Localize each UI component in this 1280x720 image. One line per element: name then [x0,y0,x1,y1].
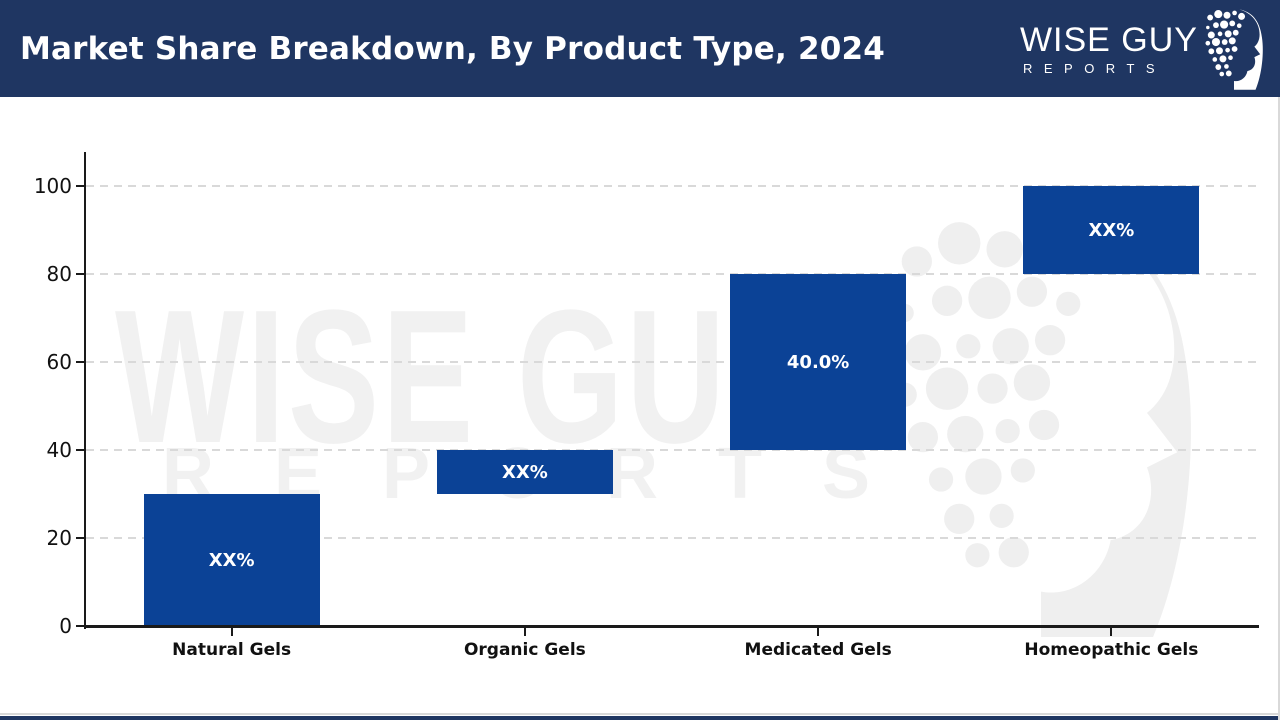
y-axis-tick-label: 40 [46,438,72,462]
y-axis-tick [76,537,84,539]
bar: XX% [1023,186,1200,274]
gridline [86,361,1258,363]
y-axis-tick-label: 100 [33,174,72,198]
watermark-head-icon [892,219,1191,637]
bar: 40.0% [730,274,907,450]
y-axis-tick-label: 60 [46,350,72,374]
header: Market Share Breakdown, By Product Type,… [0,0,1280,97]
x-axis-category-label: Medicated Gels [744,640,892,660]
gridline [86,185,1258,187]
bar-value-label: XX% [1088,219,1135,241]
right-edge-line [1278,97,1280,720]
brand-reports-label: REPORTS [1022,60,1167,76]
footer-bar [0,716,1280,720]
y-axis-spine [84,152,86,629]
bar-value-label: 40.0% [786,351,850,373]
x-axis-tick [523,628,526,636]
y-axis-tick [76,625,84,627]
y-axis-tick [76,449,84,451]
x-axis-category-label: Homeopathic Gels [1024,640,1199,660]
y-axis-tick-label: 20 [46,526,72,550]
brand-logo: WISE GUY REPORTS [1020,8,1266,90]
bar: XX% [143,494,320,626]
bar: XX% [436,450,613,494]
watermark-wordmark: WISE GUY [115,271,823,483]
y-axis-tick [76,273,84,275]
gridline [86,537,1258,539]
y-axis-tick [76,361,84,363]
bar-value-label: XX% [501,461,548,483]
y-axis-tick-label: 80 [46,262,72,286]
brand-name: WISE GUY [1019,20,1198,59]
x-axis-category-label: Natural Gels [172,640,292,660]
x-axis-tick [230,628,233,636]
bottom-rule [0,713,1280,715]
x-axis-spine [84,625,1259,628]
page-title: Market Share Breakdown, By Product Type,… [20,30,886,67]
x-axis-tick [1110,628,1113,636]
gridline [86,449,1258,451]
x-axis-category-label: Organic Gels [463,640,586,660]
gridline [86,273,1258,275]
y-axis-tick [76,185,84,187]
brand-head-icon [1205,8,1263,90]
brand-wordmark: WISE GUY REPORTS [1020,23,1198,75]
bar-value-label: XX% [208,549,255,571]
x-axis-tick [817,628,820,636]
y-axis-tick-label: 0 [59,614,72,638]
